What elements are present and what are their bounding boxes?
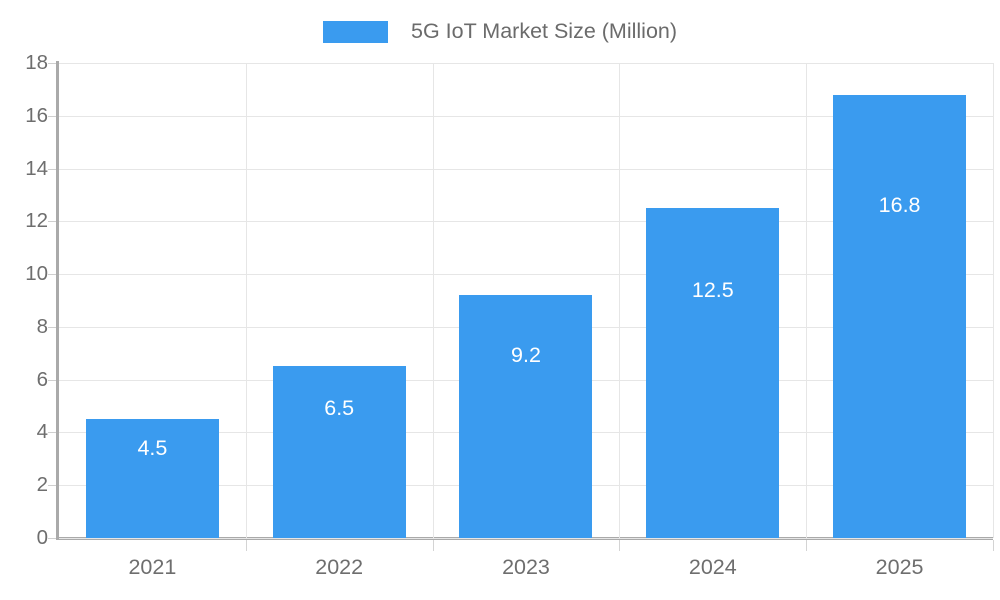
x-axis-tick-label-2021: 2021	[128, 555, 177, 579]
y-axis-tick-mark	[48, 221, 56, 223]
plot-area: 4.5 6.5 9.2 12.5 16.8	[59, 63, 994, 539]
bar-value-label-2023: 9.2	[511, 342, 541, 367]
bar-2021[interactable]	[85, 419, 219, 538]
y-axis-tick-mark	[48, 63, 56, 64]
y-axis-tick-mark	[48, 168, 56, 170]
y-axis-tick-mark	[48, 326, 56, 328]
x-axis-tick-mark	[619, 540, 620, 551]
gridline-horizontal	[59, 63, 993, 64]
y-axis-tick-mark	[48, 432, 56, 434]
x-axis-tick-label-2024: 2024	[688, 555, 737, 579]
x-axis-tick-label-2023: 2023	[502, 555, 550, 579]
x-axis-tick-mark	[246, 540, 247, 551]
legend-entry-market-size[interactable]: 5G IoT Market Size (Million)	[322, 19, 678, 44]
gridline-vertical	[433, 63, 434, 538]
gridline-horizontal	[59, 168, 993, 170]
gridline-vertical	[806, 63, 807, 538]
bar-value-label-2024: 12.5	[691, 277, 734, 302]
y-axis-tick-mark	[48, 115, 56, 117]
y-axis-tick-mark	[48, 379, 56, 381]
y-axis-tick-label: 18	[25, 51, 48, 74]
chart-legend: 5G IoT Market Size (Million)	[0, 18, 1000, 46]
gridline-vertical	[619, 63, 620, 538]
y-axis-line	[56, 61, 59, 540]
bar-2022[interactable]	[272, 366, 406, 538]
legend-swatch-icon	[322, 21, 388, 43]
y-axis-tick-label: 16	[25, 103, 48, 127]
bar-value-label-2025: 16.8	[878, 192, 921, 217]
gridline-horizontal	[59, 538, 993, 539]
gridline-horizontal	[59, 115, 993, 117]
bar-value-label-2021: 4.5	[137, 435, 168, 460]
bar-2025[interactable]	[833, 94, 967, 538]
gridline-vertical	[993, 63, 994, 538]
bar-2024[interactable]	[646, 208, 780, 538]
y-axis-tick-label: 8	[36, 314, 48, 338]
bar-value-label-2022: 6.5	[324, 396, 355, 421]
y-axis-tick-label: 10	[25, 262, 48, 286]
gridline-horizontal	[59, 274, 993, 276]
y-axis-tick-label: 6	[36, 367, 48, 391]
x-axis-tick-mark	[433, 540, 434, 551]
y-axis-tick-labels: 0 2 4 6 8 10 12 14 16 18	[0, 0, 48, 600]
y-axis-tick-mark	[48, 274, 56, 276]
x-axis-tick-label-2025: 2025	[875, 555, 924, 579]
y-axis-tick-label: 0	[36, 526, 48, 549]
y-axis-tick-mark	[48, 538, 56, 539]
y-axis-tick-label: 14	[25, 156, 48, 180]
y-axis-tick-label: 2	[36, 473, 48, 497]
y-axis-tick-label: 4	[36, 420, 48, 444]
gridline-vertical	[246, 63, 247, 538]
x-axis-tick-label-2022: 2022	[315, 555, 364, 579]
y-axis-tick-mark	[48, 485, 56, 487]
x-axis-tick-mark	[993, 540, 994, 551]
legend-label: 5G IoT Market Size (Million)	[410, 19, 678, 44]
x-axis-tick-mark	[806, 540, 807, 551]
gridline-horizontal	[59, 221, 993, 223]
bar-2023[interactable]	[459, 295, 593, 538]
y-axis-tick-label: 12	[25, 209, 48, 233]
